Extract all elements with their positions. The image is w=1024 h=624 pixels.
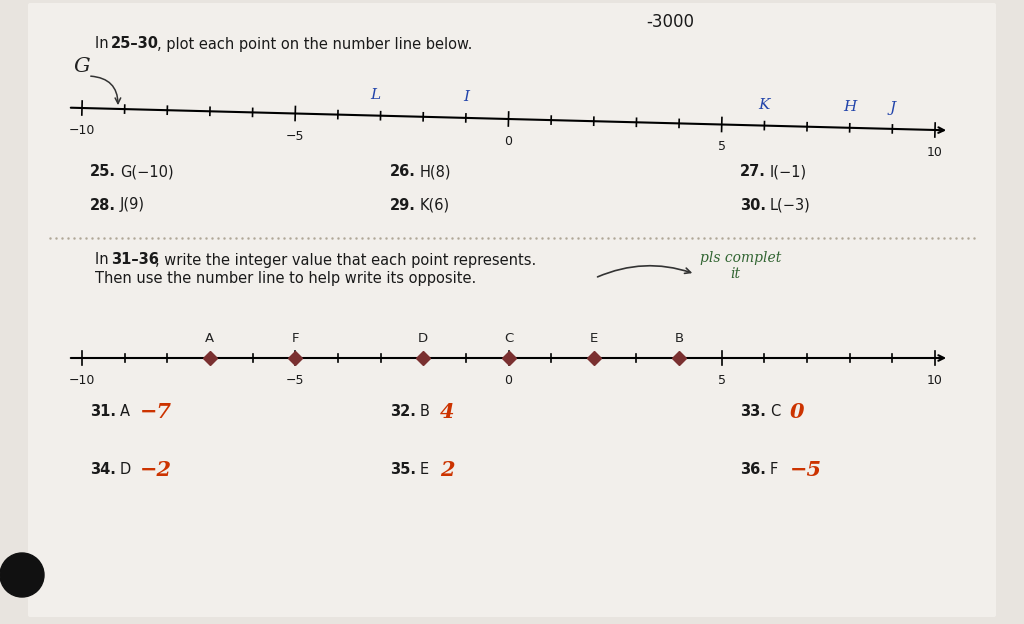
Text: K: K xyxy=(759,97,770,112)
Text: E: E xyxy=(420,462,429,477)
Text: , write the integer value that each point represents.: , write the integer value that each poin… xyxy=(155,253,537,268)
Text: 25–30: 25–30 xyxy=(111,36,159,52)
Text: G(−10): G(−10) xyxy=(120,165,174,180)
Text: −5: −5 xyxy=(286,130,304,142)
Text: 2: 2 xyxy=(440,460,455,480)
Text: C: C xyxy=(504,332,513,345)
Text: E: E xyxy=(590,332,598,345)
Text: 26.: 26. xyxy=(390,165,416,180)
Text: 10: 10 xyxy=(927,146,943,159)
Text: 31.: 31. xyxy=(90,404,116,419)
Text: −10: −10 xyxy=(69,374,95,387)
Text: 27.: 27. xyxy=(740,165,766,180)
Text: 0: 0 xyxy=(790,402,805,422)
Text: 30.: 30. xyxy=(740,198,766,213)
Text: In: In xyxy=(95,36,114,52)
Text: J: J xyxy=(889,101,895,115)
Text: 0: 0 xyxy=(505,135,512,148)
Text: F: F xyxy=(770,462,778,477)
Text: 29.: 29. xyxy=(390,198,416,213)
Text: G: G xyxy=(74,57,90,76)
Text: 25.: 25. xyxy=(90,165,116,180)
Text: 10: 10 xyxy=(927,374,943,387)
Text: 36.: 36. xyxy=(740,462,766,477)
Text: B: B xyxy=(675,332,684,345)
Text: I: I xyxy=(463,90,469,104)
Text: 5: 5 xyxy=(718,140,726,154)
Text: D: D xyxy=(120,462,131,477)
Text: 28.: 28. xyxy=(90,198,116,213)
Text: 35.: 35. xyxy=(390,462,416,477)
Text: −2: −2 xyxy=(140,460,172,480)
Circle shape xyxy=(0,553,44,597)
Text: 34.: 34. xyxy=(90,462,116,477)
Text: L(−3): L(−3) xyxy=(770,198,811,213)
Text: , plot each point on the number line below.: , plot each point on the number line bel… xyxy=(157,36,472,52)
Text: I(−1): I(−1) xyxy=(770,165,807,180)
Text: C: C xyxy=(770,404,780,419)
Text: H(8): H(8) xyxy=(420,165,452,180)
Text: 32.: 32. xyxy=(390,404,416,419)
Text: −10: −10 xyxy=(69,124,95,137)
Text: In: In xyxy=(95,253,114,268)
Text: −5: −5 xyxy=(286,374,304,387)
Text: A: A xyxy=(120,404,130,419)
Text: -3000: -3000 xyxy=(646,13,694,31)
Text: H: H xyxy=(843,100,856,114)
Text: L: L xyxy=(371,88,381,102)
Text: 4: 4 xyxy=(440,402,455,422)
Text: Then use the number line to help write its opposite.: Then use the number line to help write i… xyxy=(95,270,476,286)
Text: K(6): K(6) xyxy=(420,198,451,213)
Text: F: F xyxy=(292,332,299,345)
Text: 31–36: 31–36 xyxy=(111,253,159,268)
Text: B: B xyxy=(420,404,430,419)
Text: 33.: 33. xyxy=(740,404,766,419)
Text: −7: −7 xyxy=(140,402,172,422)
FancyBboxPatch shape xyxy=(28,3,996,617)
Text: pls complet: pls complet xyxy=(700,251,781,265)
Text: 0: 0 xyxy=(505,374,512,387)
Text: −5: −5 xyxy=(790,460,822,480)
Text: it: it xyxy=(730,267,740,281)
Text: J(9): J(9) xyxy=(120,198,145,213)
Text: A: A xyxy=(206,332,214,345)
Text: 5: 5 xyxy=(718,374,726,387)
Text: D: D xyxy=(418,332,428,345)
